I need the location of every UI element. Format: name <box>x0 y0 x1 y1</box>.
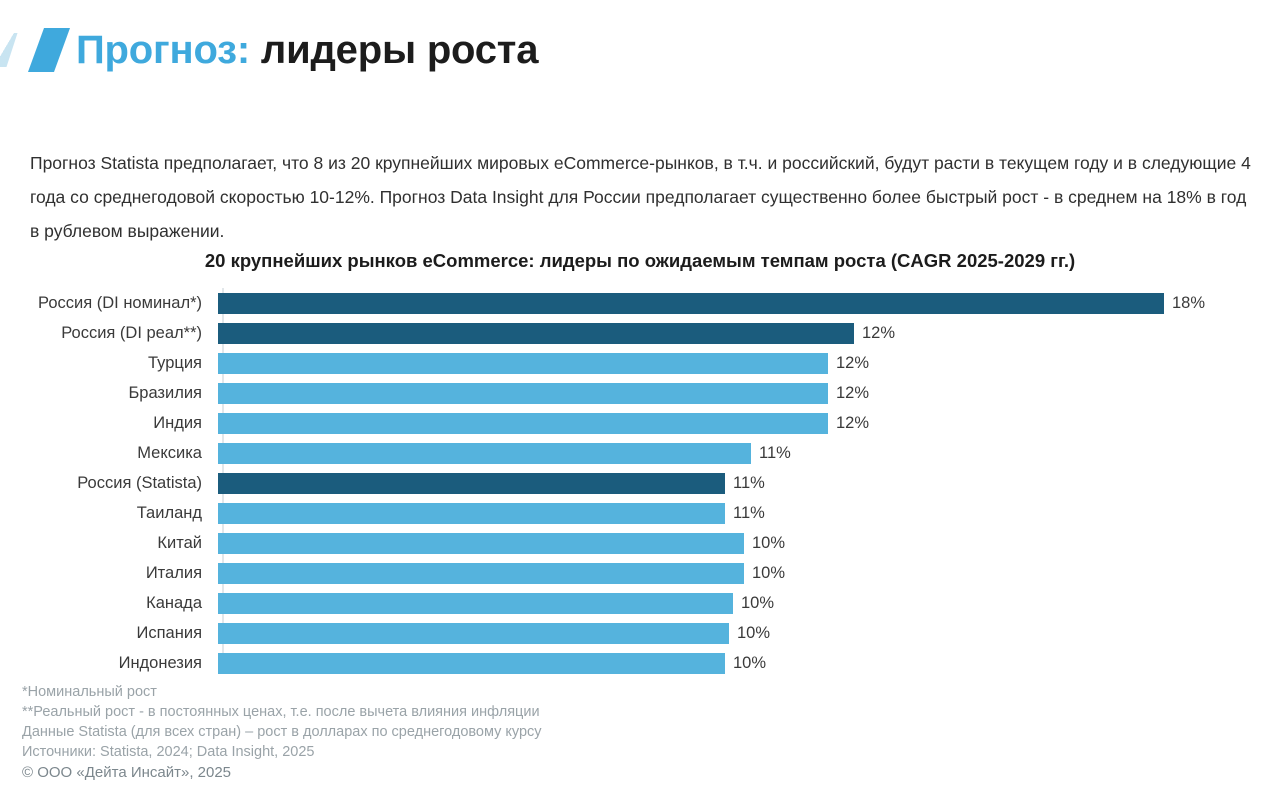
chart-row-label: Испания <box>136 623 202 642</box>
bar-chart: Россия (DI номинал*) 18% Россия (DI реал**… <box>0 288 1280 678</box>
chart-bar-value: 11% <box>759 443 791 462</box>
chart-bar-value: 10% <box>752 563 786 582</box>
chart-row-label: Россия (DI номинал*) <box>38 293 202 312</box>
chart-bar-wrap: 10% <box>218 618 770 648</box>
chart-bar-wrap: 11% <box>218 468 765 498</box>
chart-bar-value: 10% <box>741 593 775 612</box>
chart-bar-wrap: 11% <box>218 438 791 468</box>
logo-fragment-icon <box>0 33 18 67</box>
footnote-lines: *Номинальный рост **Реальный рост - в пос… <box>22 682 922 762</box>
chart-bar-wrap: 12% <box>218 318 895 348</box>
chart-row: Мексика 11% <box>0 438 1280 468</box>
chart-row-label: Индия <box>153 413 202 432</box>
chart-bar-value: 10% <box>733 653 767 672</box>
chart-row: Китай 10% <box>0 528 1280 558</box>
chart-bar <box>218 322 854 344</box>
chart-row-label: Канада <box>146 593 202 612</box>
chart-row-label: Турция <box>148 353 202 372</box>
chart-bar <box>218 622 729 644</box>
chart-row-label: Индонезия <box>118 653 202 672</box>
intro-paragraph: Прогноз Statista предполагает, что 8 из … <box>30 153 1251 241</box>
chart-bar <box>218 562 744 584</box>
footnote-line: *Номинальный рост <box>22 684 157 700</box>
chart-row: Турция 12% <box>0 348 1280 378</box>
chart-bar-wrap: 10% <box>218 558 785 588</box>
chart-bar <box>218 442 751 464</box>
chart-row: Таиланд 11% <box>0 498 1280 528</box>
footnote-line: Данные Statista (для всех стран) – рост … <box>22 724 542 740</box>
chart-row: Бразилия 12% <box>0 378 1280 408</box>
slide-header: Прогноз: лидеры роста <box>0 14 1280 86</box>
page-title-plain: лидеры роста <box>260 28 539 72</box>
chart-bar-value: 12% <box>836 353 870 372</box>
chart-bar-value: 11% <box>733 503 765 522</box>
chart-bar-value: 10% <box>752 533 786 552</box>
page-title: Прогноз: лидеры роста <box>76 30 538 70</box>
chart-bar <box>218 412 828 434</box>
chart-bar <box>218 472 725 494</box>
chart-row: Индия 12% <box>0 408 1280 438</box>
chart-bar <box>218 502 725 524</box>
chart-bar-wrap: 11% <box>218 498 765 528</box>
chart-bar <box>218 532 744 554</box>
chart-bar <box>218 292 1164 314</box>
chart-bar <box>218 592 733 614</box>
chart-row-label: Китай <box>157 533 202 552</box>
chart-row-label: Мексика <box>137 443 202 462</box>
footnote-line: Источники: Statista, 2024; Data Insight,… <box>22 744 315 760</box>
chart-row: Россия (DI реал**) 12% <box>0 318 1280 348</box>
chart-row: Россия (DI номинал*) 18% <box>0 288 1280 318</box>
chart-row: Италия 10% <box>0 558 1280 588</box>
chart-row-label: Бразилия <box>128 383 202 402</box>
chart-row-label: Россия (DI реал**) <box>61 323 202 342</box>
slash-mark-icon <box>27 28 71 72</box>
chart-row: Испания 10% <box>0 618 1280 648</box>
chart-row-label: Таиланд <box>136 503 202 522</box>
chart-row: Россия (Statista) 11% <box>0 468 1280 498</box>
chart-bar-value: 12% <box>836 413 870 432</box>
page-title-accent: Прогноз: <box>76 28 250 72</box>
chart-bar <box>218 382 828 404</box>
copyright-line: © ООО «Дейта Инсайт», 2025 <box>22 764 232 781</box>
chart-bar-wrap: 12% <box>218 408 869 438</box>
chart-bar-wrap: 18% <box>218 288 1205 318</box>
footnotes: *Номинальный рост **Реальный рост - в пос… <box>22 682 922 783</box>
chart-row-label: Италия <box>145 563 202 582</box>
chart-bar <box>218 352 828 374</box>
chart-bar-wrap: 12% <box>218 348 869 378</box>
chart-row-label: Россия (Statista) <box>77 473 202 492</box>
chart-bar-value: 11% <box>733 473 765 492</box>
chart-bar <box>218 652 725 674</box>
chart-bar-wrap: 10% <box>218 648 766 678</box>
chart-bar-wrap: 10% <box>218 528 785 558</box>
chart-title: 20 крупнейших рынков eCommerce: лидеры п… <box>204 250 1076 271</box>
chart-bar-wrap: 10% <box>218 588 774 618</box>
chart-row: Канада 10% <box>0 588 1280 618</box>
chart-bar-value: 10% <box>737 623 771 642</box>
chart-row: Индонезия 10% <box>0 648 1280 678</box>
chart-bar-wrap: 12% <box>218 378 869 408</box>
chart-bar-value: 18% <box>1172 293 1206 312</box>
footnote-line: **Реальный рост - в постоянных ценах, т.… <box>22 704 540 720</box>
chart-bar-value: 12% <box>836 383 870 402</box>
chart-bar-value: 12% <box>862 323 896 342</box>
